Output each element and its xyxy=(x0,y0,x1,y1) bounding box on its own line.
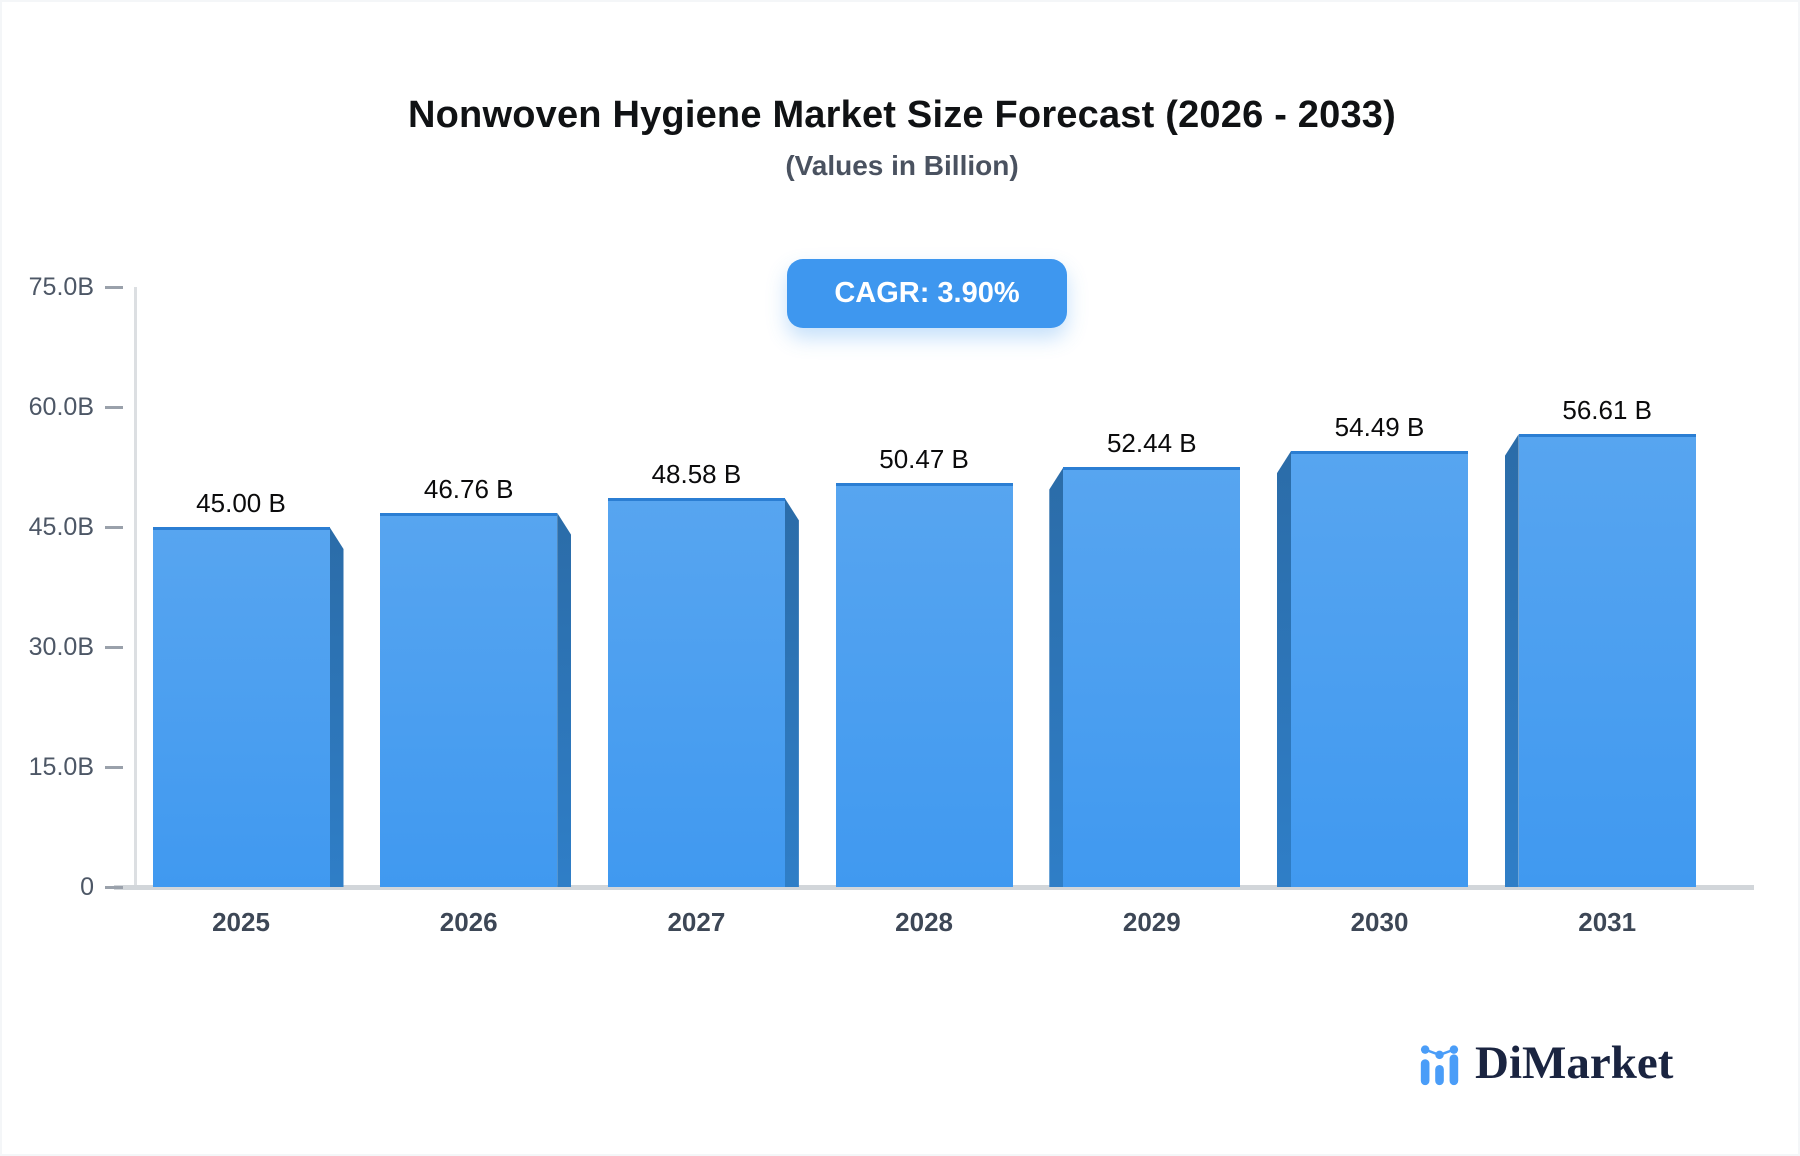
bar-side-face xyxy=(1049,467,1064,887)
y-axis-line xyxy=(134,287,137,887)
bar-2026 xyxy=(380,512,558,887)
y-tick-dash xyxy=(105,526,123,529)
chart-title: Nonwoven Hygiene Market Size Forecast (2… xyxy=(407,94,1396,136)
bar-2029 xyxy=(1063,467,1241,887)
y-tick-label: 45.0B xyxy=(28,513,94,541)
y-tick-label: 15.0B xyxy=(28,753,94,781)
bar-value-label: 50.47 B xyxy=(879,444,969,475)
x-category-label: 2031 xyxy=(1578,907,1637,937)
bar-2027 xyxy=(607,498,785,887)
x-category-label: 2028 xyxy=(895,907,954,937)
bar-value-label: 52.44 B xyxy=(1106,428,1197,459)
x-category-label: 2030 xyxy=(1350,907,1409,937)
bar-value-label: 46.76 B xyxy=(423,473,514,504)
x-category-label: 2026 xyxy=(439,907,498,937)
bar-2031 xyxy=(1518,434,1696,887)
bar-chart-logo-icon xyxy=(1420,1044,1459,1085)
bar-value-label: 48.58 B xyxy=(651,459,742,490)
y-tick-dash xyxy=(105,646,123,649)
bar-2030 xyxy=(1291,451,1468,887)
chart-subtitle: (Values in Billion) xyxy=(785,150,1019,181)
y-tick-dash xyxy=(105,286,123,289)
bar-side-face xyxy=(557,512,572,887)
y-tick-dash xyxy=(105,406,123,409)
bar-side-face xyxy=(1504,434,1519,887)
y-tick-label: 75.0B xyxy=(28,273,94,301)
cagr-badge: CAGR: 3.90% xyxy=(787,259,1067,328)
x-axis-baseline xyxy=(114,885,1754,890)
x-category-label: 2029 xyxy=(1122,907,1181,937)
y-tick-label: 30.0B xyxy=(28,633,94,661)
bar-side-face xyxy=(1277,451,1291,887)
y-tick-label: 0 xyxy=(80,873,94,901)
y-tick-label: 60.0B xyxy=(28,393,94,421)
bar-side-face xyxy=(784,498,799,887)
y-tick-dash xyxy=(105,886,123,889)
brand-logo: DiMarket xyxy=(1417,1040,1673,1087)
bar-side-face xyxy=(329,527,344,887)
bar-value-label: 45.00 B xyxy=(196,488,286,518)
x-category-label: 2027 xyxy=(667,907,726,937)
y-tick-dash xyxy=(105,766,123,769)
bar-2025 xyxy=(152,527,330,887)
bar-value-label: 54.49 B xyxy=(1334,412,1425,443)
bar-value-label: 56.61 B xyxy=(1562,395,1652,426)
cagr-badge-label: CAGR: 3.90% xyxy=(834,277,1020,309)
brand-name: DiMarket xyxy=(1475,1037,1674,1089)
bar-2028 xyxy=(835,483,1013,887)
x-category-label: 2025 xyxy=(212,907,270,937)
